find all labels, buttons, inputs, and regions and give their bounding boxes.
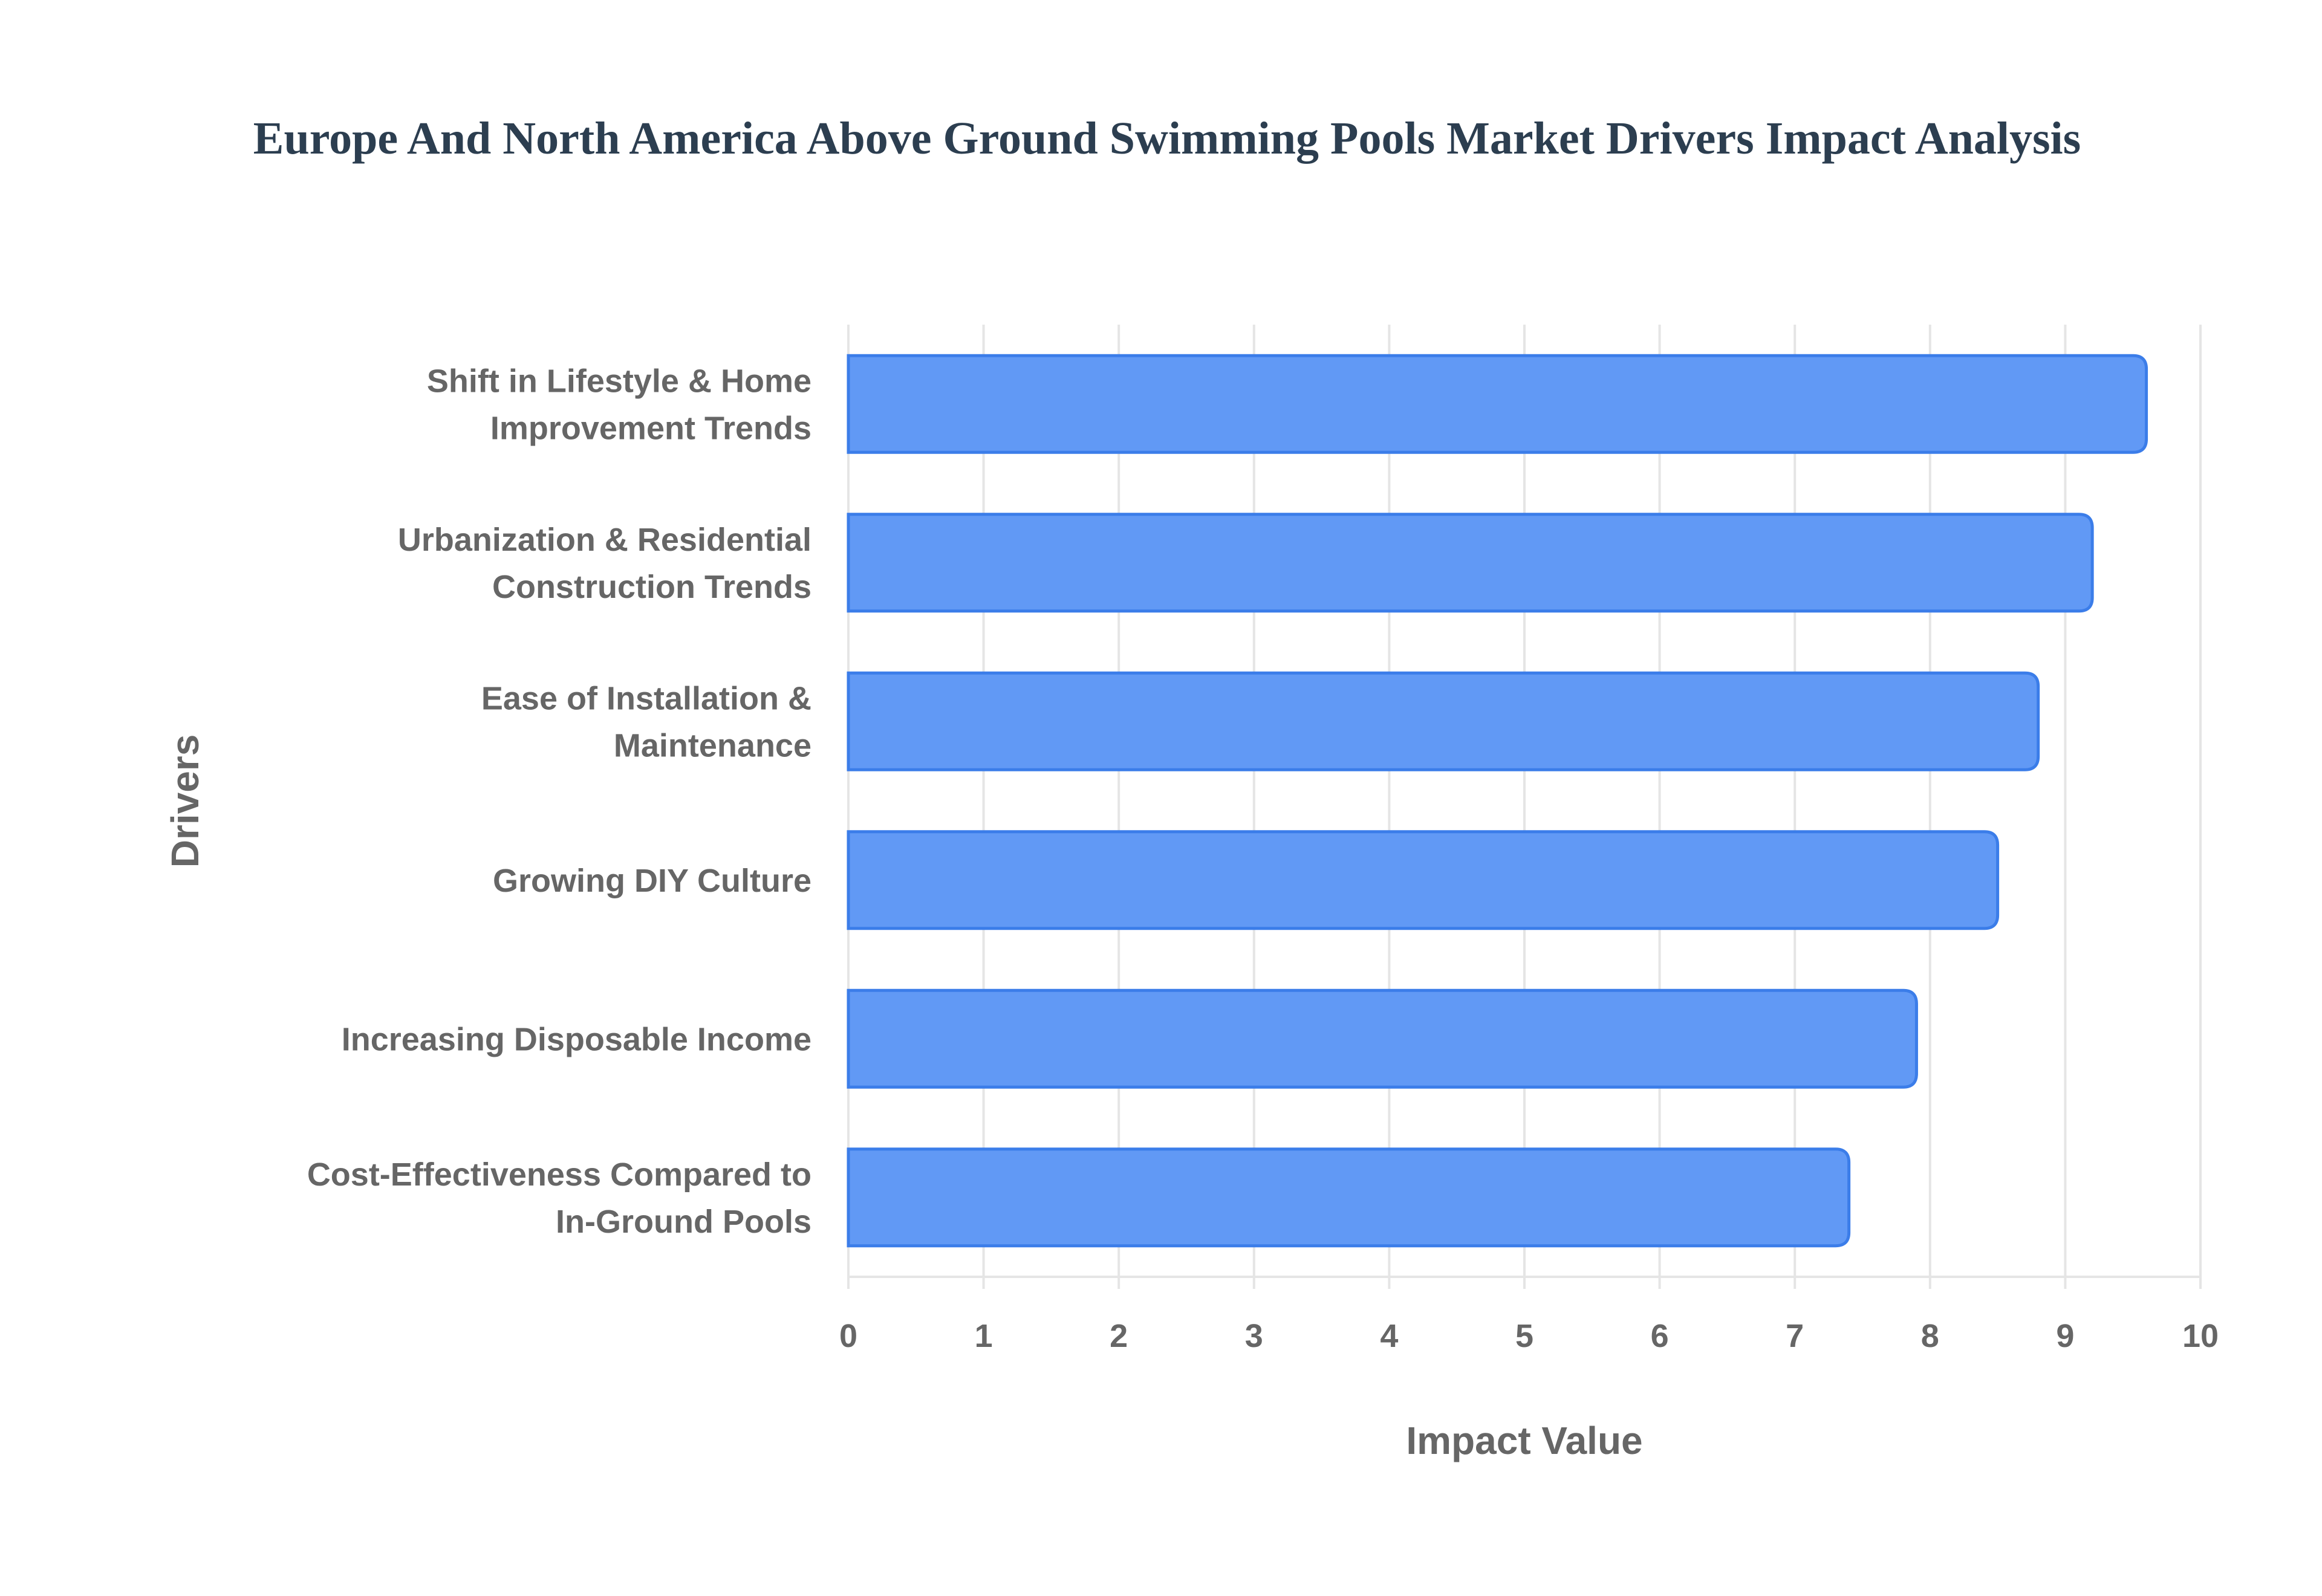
bar [847, 1147, 1851, 1248]
category-label-line: Improvement Trends [490, 410, 811, 446]
y-axis-title: Drivers [163, 735, 207, 868]
category-label: Ease of Installation & Maintenance [481, 680, 811, 764]
category-label: Growing DIY Culture [493, 863, 811, 899]
bar [847, 671, 2040, 771]
category-label-line: Maintenance [614, 727, 811, 764]
x-tick-label: 6 [1651, 1318, 1669, 1354]
x-tick-label: 5 [1515, 1318, 1533, 1354]
category-label-line: Shift in Lifestyle & Home [427, 363, 811, 399]
chart-title: Europe And North America Above Ground Sw… [253, 113, 2081, 164]
x-axis-title: Impact Value [1406, 1419, 1642, 1462]
category-label: Increasing Disposable Income [342, 1021, 811, 1057]
category-label-line: Cost-Effectiveness Compared to [307, 1156, 811, 1193]
x-tick-label: 10 [2182, 1318, 2219, 1354]
x-tick-label: 2 [1110, 1318, 1128, 1354]
bar [847, 830, 2000, 930]
category-label: Shift in Lifestyle & Home Improvement Tre… [427, 363, 811, 446]
category-label-line: Increasing Disposable Income [342, 1021, 811, 1057]
bar [847, 513, 2094, 613]
bar [847, 354, 2148, 454]
x-tick-label: 8 [1921, 1318, 1939, 1354]
category-label-line: In-Ground Pools [556, 1204, 811, 1240]
category-label-line: Urbanization & Residential [398, 522, 811, 558]
x-tick-label: 0 [839, 1318, 857, 1354]
x-tick-label: 1 [975, 1318, 993, 1354]
category-label-line: Construction Trends [492, 569, 811, 605]
x-tick-label: 4 [1380, 1318, 1398, 1354]
category-label: Cost-Effectiveness Compared to In-Ground … [307, 1156, 811, 1240]
category-label-line: Ease of Installation & [481, 680, 811, 716]
category-label: Urbanization & Residential Construction T… [398, 522, 811, 605]
category-label-line: Growing DIY Culture [493, 863, 811, 899]
x-tick-label: 9 [2056, 1318, 2074, 1354]
x-tick-label: 7 [1786, 1318, 1804, 1354]
bar [847, 988, 1918, 1089]
x-tick-label: 3 [1245, 1318, 1263, 1354]
